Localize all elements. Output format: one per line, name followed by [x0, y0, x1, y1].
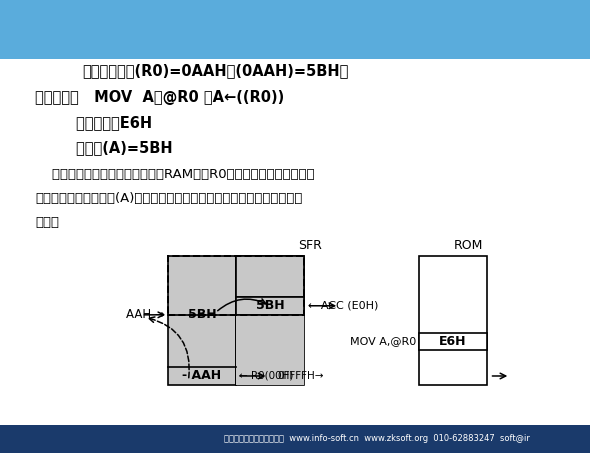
- Text: 【例】已知：(R0)=0AAH，(0AAH)=5BH，: 【例】已知：(R0)=0AAH，(0AAH)=5BH，: [82, 63, 349, 78]
- Bar: [0, 0, 590, 59]
- Text: 图所示: 图所示: [35, 216, 59, 229]
- Bar: [0, 59, 590, 425]
- Text: ROM: ROM: [454, 239, 483, 252]
- Bar: [0, 425, 590, 453]
- Text: 元的内容传送到累加器(A)。该指令的操作数采用寄存器间接寻址方式，如: 元的内容传送到累加器(A)。该指令的操作数采用寄存器间接寻址方式，如: [35, 192, 302, 205]
- Text: 5BH: 5BH: [255, 299, 284, 312]
- Bar: [419, 333, 486, 350]
- Text: AAH →: AAH →: [126, 308, 165, 321]
- Text: 中科信软高级技术培训中心  www.info-soft.cn  www.zksoft.org  010-62883247  soft@ir: 中科信软高级技术培训中心 www.info-soft.cn www.zksoft…: [224, 434, 530, 443]
- Text: - AAH: - AAH: [183, 370, 221, 382]
- Bar: [236, 315, 304, 385]
- Text: E6H: E6H: [439, 335, 466, 347]
- Bar: [236, 256, 304, 297]
- Bar: [236, 256, 304, 385]
- Bar: [168, 256, 236, 385]
- Text: 5BH: 5BH: [188, 308, 217, 321]
- Text: 该例中用寄存器间接寻址将片内RAM中由R0的内容为地址所指示的单: 该例中用寄存器间接寻址将片内RAM中由R0的内容为地址所指示的单: [35, 168, 315, 181]
- Text: ← R0(00H): ← R0(00H): [239, 371, 293, 381]
- Text: 结果：(A)=5BH: 结果：(A)=5BH: [35, 140, 173, 155]
- Bar: [236, 297, 304, 315]
- Bar: [419, 256, 486, 385]
- Text: MOV A,@R0: MOV A,@R0: [350, 336, 416, 346]
- Text: ← ACC (E0H): ← ACC (E0H): [309, 301, 379, 311]
- Text: 执行指令：   MOV  A，@R0 ；A←((R0)): 执行指令： MOV A，@R0 ；A←((R0)): [35, 90, 284, 105]
- Text: SFR: SFR: [298, 239, 322, 252]
- Text: 0FFFFH→: 0FFFFH→: [277, 371, 324, 381]
- Text: 指令码为：E6H: 指令码为：E6H: [35, 115, 152, 130]
- Bar: [168, 256, 304, 315]
